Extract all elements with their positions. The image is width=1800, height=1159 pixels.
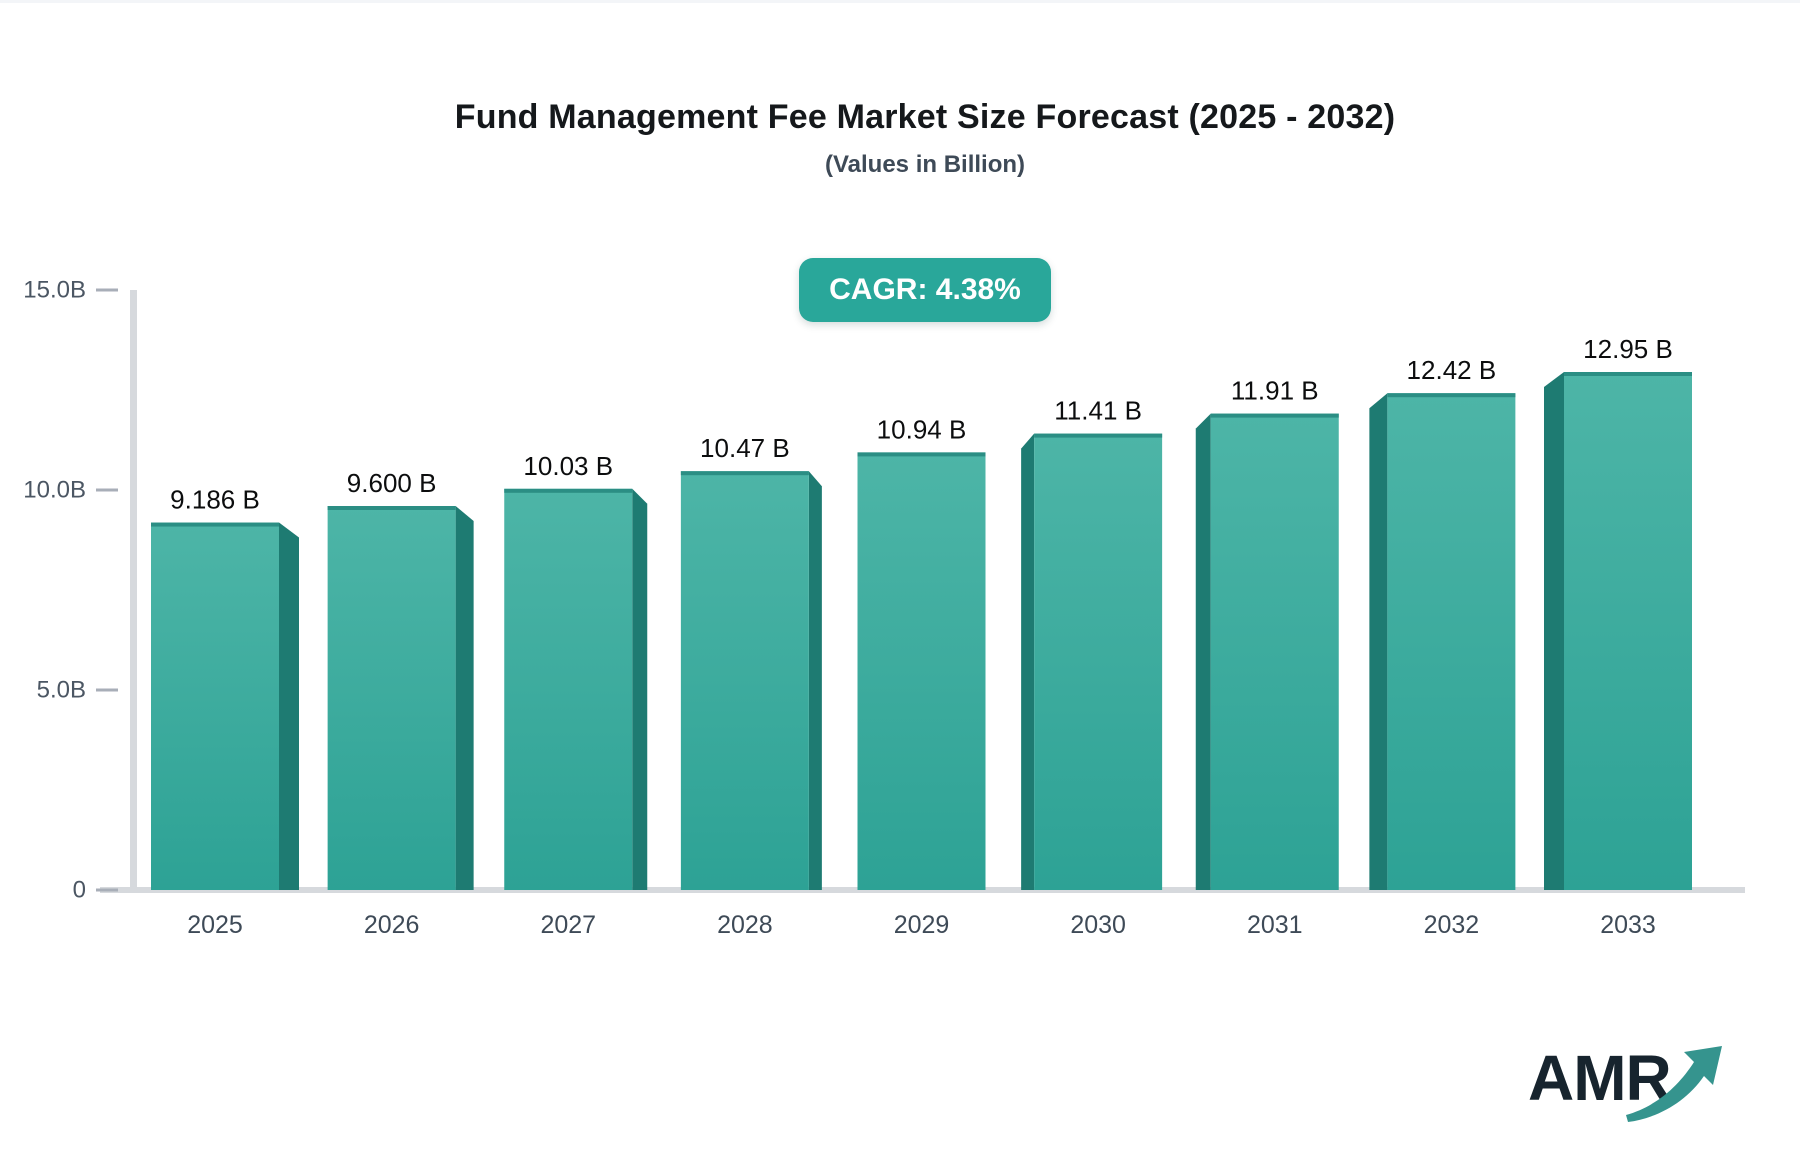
amr-logo: AMR (1528, 1042, 1722, 1122)
bar-top-edge (1387, 393, 1516, 398)
bar-top-edge (1564, 372, 1692, 376)
bar-value-label: 9.186 B (170, 485, 260, 515)
bar-value-label: 10.47 B (700, 433, 790, 463)
y-tick (96, 688, 118, 692)
amr-logo-text: AMR (1528, 1042, 1671, 1114)
bar-side-face (279, 522, 299, 890)
bar-top-edge (327, 506, 456, 510)
bar-2032 (1387, 393, 1516, 890)
bar-top-edge (504, 488, 633, 493)
bar-side-face (808, 471, 822, 890)
y-tick-label: 5.0B (37, 676, 86, 703)
bar-top-edge (680, 471, 809, 476)
x-axis-label: 2031 (1247, 911, 1303, 939)
bar-side-face (1021, 433, 1035, 890)
bar-2028 (680, 471, 809, 890)
bar-side-face (1195, 413, 1211, 890)
bar-2027 (504, 488, 633, 890)
x-axis-label: 2032 (1424, 911, 1480, 939)
bar-2029 (857, 452, 986, 890)
bar-value-label: 12.95 B (1583, 334, 1673, 364)
bar-value-label: 9.600 B (347, 468, 437, 498)
bar-value-label: 10.03 B (523, 451, 613, 481)
chart-title: Fund Management Fee Market Size Forecast… (454, 98, 1396, 136)
bar-side-face (1369, 393, 1388, 890)
bar-2025 (151, 522, 279, 890)
bar-side-face (455, 506, 474, 890)
bar-value-label: 11.91 B (1231, 376, 1319, 406)
chart-subtitle: (Values in Billion) (824, 151, 1026, 178)
x-axis-label: 2026 (364, 911, 420, 939)
cagr-badge: CAGR: 4.38% (799, 258, 1051, 322)
x-axis-label: 2030 (1070, 911, 1126, 939)
x-axis-label: 2033 (1600, 911, 1656, 939)
bar-2033 (1564, 372, 1692, 890)
bar-value-label: 10.94 B (877, 414, 967, 444)
bar-side-face (1544, 372, 1564, 890)
bar-top-edge (857, 452, 986, 457)
bar-2026 (327, 506, 456, 890)
y-tick-label: 15.0B (23, 276, 86, 303)
bar-value-label: 12.42 B (1407, 355, 1497, 385)
y-tick (96, 488, 118, 492)
x-axis-label: 2027 (540, 911, 596, 939)
x-axis-label: 2025 (187, 911, 243, 939)
bar-top-edge (1034, 433, 1163, 438)
bar-chart: 0 5.0B 10.0B 15.0B 9.186 B 2025 9.600 B 2026 10.… (23, 276, 1745, 939)
y-axis-line (130, 290, 137, 893)
bar-2030 (1034, 433, 1163, 890)
bar-top-edge (1210, 413, 1339, 418)
bar-value-label: 11.41 B (1054, 396, 1142, 426)
y-tick-label: 10.0B (23, 476, 86, 503)
x-axis-label: 2028 (717, 911, 773, 939)
amr-logo-arrow-icon (1626, 1046, 1722, 1122)
bar-top-edge (151, 522, 279, 527)
y-tick (96, 888, 118, 892)
y-tick-label: 0 (73, 876, 86, 903)
bar-2031 (1210, 413, 1339, 890)
bar-side-face (632, 488, 648, 890)
cagr-badge-band: CAGR: 4.38% (50, 258, 1800, 322)
y-tick (96, 288, 118, 292)
x-axis-label: 2029 (894, 911, 950, 939)
